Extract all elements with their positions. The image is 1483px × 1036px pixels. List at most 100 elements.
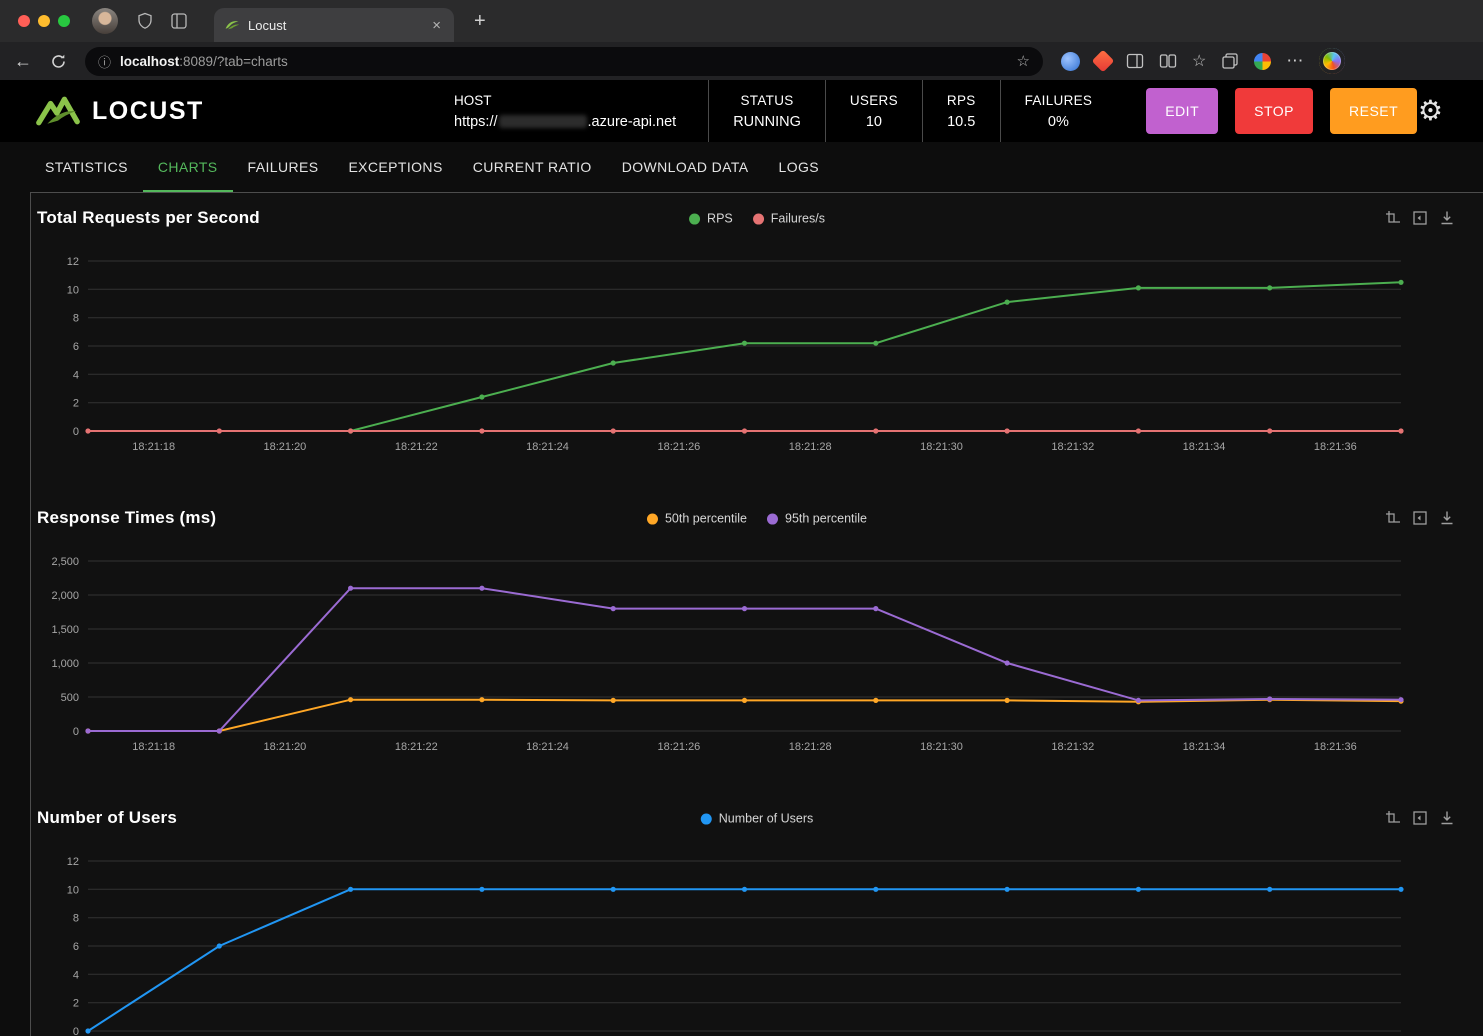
legend-item-p50[interactable]: 50th percentile	[646, 511, 747, 526]
zoom-select-icon[interactable]	[1385, 810, 1401, 826]
browser-toolbar: ← ⓘ localhost :8089/?tab=charts ☆ ☆ ⋯	[0, 42, 1483, 80]
response-times-chart[interactable]: 0 500 1,000 1,500 2,000 2,500 18:21:18 18:21:20…	[31, 538, 1481, 753]
tab-exceptions[interactable]: EXCEPTIONS	[348, 159, 443, 175]
svg-text:18:21:28: 18:21:28	[789, 741, 832, 753]
zoom-select-icon[interactable]	[1385, 510, 1401, 526]
svg-text:0: 0	[73, 726, 79, 738]
reset-button[interactable]: RESET	[1330, 88, 1418, 134]
chart-number-of-users: Number of Users Number of Users	[31, 798, 1483, 1036]
legend-label: Failures/s	[770, 211, 825, 226]
legend-dot	[752, 213, 764, 225]
svg-text:2,000: 2,000	[51, 590, 79, 602]
tab-close-icon[interactable]: ×	[432, 16, 441, 34]
edit-button[interactable]: EDIT	[1146, 88, 1219, 134]
extensions-grid-icon[interactable]	[1254, 52, 1272, 70]
reset-zoom-icon[interactable]	[1412, 510, 1428, 526]
svg-text:18:21:28: 18:21:28	[789, 441, 832, 453]
tab-charts[interactable]: CHARTS	[142, 142, 233, 192]
chart-title: Total Requests per Second	[37, 208, 260, 227]
new-tab-button[interactable]: +	[474, 9, 486, 32]
chart-header: Number of Users Number of Users	[31, 798, 1483, 838]
legend-item-rps[interactable]: RPS	[689, 212, 733, 226]
download-chart-icon[interactable]	[1439, 510, 1455, 526]
svg-text:18:21:26: 18:21:26	[657, 441, 700, 453]
svg-text:18:21:30: 18:21:30	[920, 741, 963, 753]
host-block: HOST https:// .azure-api.net	[454, 93, 702, 130]
zoom-select-icon[interactable]	[1385, 210, 1401, 226]
split-screen-icon[interactable]	[1159, 52, 1177, 70]
chart-legend: Number of Users	[700, 812, 813, 826]
stop-button[interactable]: STOP	[1235, 88, 1313, 134]
window-close-button[interactable]	[18, 15, 30, 27]
legend-item-failures[interactable]: Failures/s	[752, 211, 825, 226]
rps-chart[interactable]: 0 2 4 6 8 10 12 18:21:18 18:21:20 18:21:22 18:21:2…	[31, 238, 1481, 453]
logo-text: LOCUST	[92, 96, 204, 125]
chart-tools	[1385, 510, 1455, 526]
svg-text:18:21:32: 18:21:32	[1051, 741, 1094, 753]
svg-text:4: 4	[73, 969, 79, 981]
tab-failures[interactable]: FAILURES	[247, 159, 319, 175]
chart-title: Number of Users	[37, 808, 177, 827]
svg-text:18:21:36: 18:21:36	[1314, 441, 1357, 453]
svg-text:18:21:18: 18:21:18	[132, 441, 175, 453]
window-controls	[18, 15, 70, 27]
locust-logo-icon	[36, 96, 80, 126]
stat-failures: FAILURES 0%	[999, 80, 1117, 142]
svg-text:18:21:24: 18:21:24	[526, 741, 569, 753]
reset-zoom-icon[interactable]	[1412, 810, 1428, 826]
browser-tab[interactable]: Locust ×	[214, 8, 454, 42]
svg-text:10: 10	[67, 884, 79, 896]
back-icon[interactable]: ←	[14, 50, 32, 71]
chart-legend: RPS Failures/s	[689, 212, 825, 226]
svg-text:18:21:26: 18:21:26	[657, 741, 700, 753]
legend-item-p95[interactable]: 95th percentile	[767, 512, 867, 526]
svg-text:2: 2	[73, 398, 79, 410]
stat-users: USERS 10	[824, 80, 922, 142]
extension-orange-icon[interactable]	[1091, 49, 1115, 73]
host-suffix: .azure-api.net	[587, 113, 677, 130]
locust-header: LOCUST HOST https:// .azure-api.net STAT…	[0, 80, 1483, 142]
stat-status: STATUS RUNNING	[708, 80, 825, 142]
legend-label: 50th percentile	[664, 511, 747, 526]
legend-dot	[646, 513, 658, 525]
tab-statistics[interactable]: STATISTICS	[45, 159, 128, 175]
url-bar[interactable]: ⓘ localhost :8089/?tab=charts ☆	[85, 46, 1043, 76]
copilot-icon[interactable]	[1319, 48, 1346, 74]
shield-icon[interactable]	[136, 12, 154, 30]
tab-logs[interactable]: LOGS	[778, 159, 820, 175]
download-chart-icon[interactable]	[1439, 210, 1455, 226]
svg-text:18:21:20: 18:21:20	[263, 441, 306, 453]
extensions-row: ☆ ⋯	[1061, 48, 1346, 74]
workspaces-icon[interactable]	[170, 12, 188, 30]
locust-logo[interactable]: LOCUST	[36, 95, 454, 127]
profile-avatar[interactable]	[92, 8, 118, 34]
reload-icon[interactable]	[50, 53, 67, 70]
svg-text:18:21:20: 18:21:20	[263, 741, 306, 753]
settings-gear-icon[interactable]: ⚙	[1417, 95, 1443, 126]
host-value: https:// .azure-api.net	[454, 114, 676, 130]
svg-text:18:21:18: 18:21:18	[132, 741, 175, 753]
legend-dot	[767, 513, 778, 525]
collections-icon[interactable]	[1221, 52, 1239, 70]
host-redacted	[498, 115, 587, 128]
legend-dot	[689, 213, 701, 225]
chart-legend: 50th percentile 95th percentile	[646, 511, 867, 526]
svg-text:18:21:36: 18:21:36	[1314, 741, 1357, 753]
svg-text:18:21:34: 18:21:34	[1183, 741, 1226, 753]
sidebar-icon[interactable]	[1126, 52, 1144, 70]
legend-item-users[interactable]: Number of Users	[700, 812, 813, 826]
tab-download-data[interactable]: DOWNLOAD DATA	[621, 159, 749, 175]
site-info-icon[interactable]: ⓘ	[98, 54, 112, 70]
users-chart[interactable]: 02468101218:21:1818:21:2018:21:2218:21:2…	[31, 838, 1481, 1036]
download-chart-icon[interactable]	[1439, 810, 1455, 826]
reset-zoom-icon[interactable]	[1412, 210, 1428, 226]
window-zoom-button[interactable]	[58, 15, 70, 27]
favorites-icon[interactable]: ☆	[1192, 53, 1207, 70]
browser-menu-icon[interactable]: ⋯	[1286, 51, 1305, 70]
svg-text:500: 500	[61, 692, 79, 704]
bookmark-star-icon[interactable]: ☆	[1016, 53, 1030, 70]
tab-current-ratio[interactable]: CURRENT RATIO	[472, 159, 592, 175]
window-minimize-button[interactable]	[38, 15, 50, 27]
extension-blue-icon[interactable]	[1061, 51, 1080, 71]
